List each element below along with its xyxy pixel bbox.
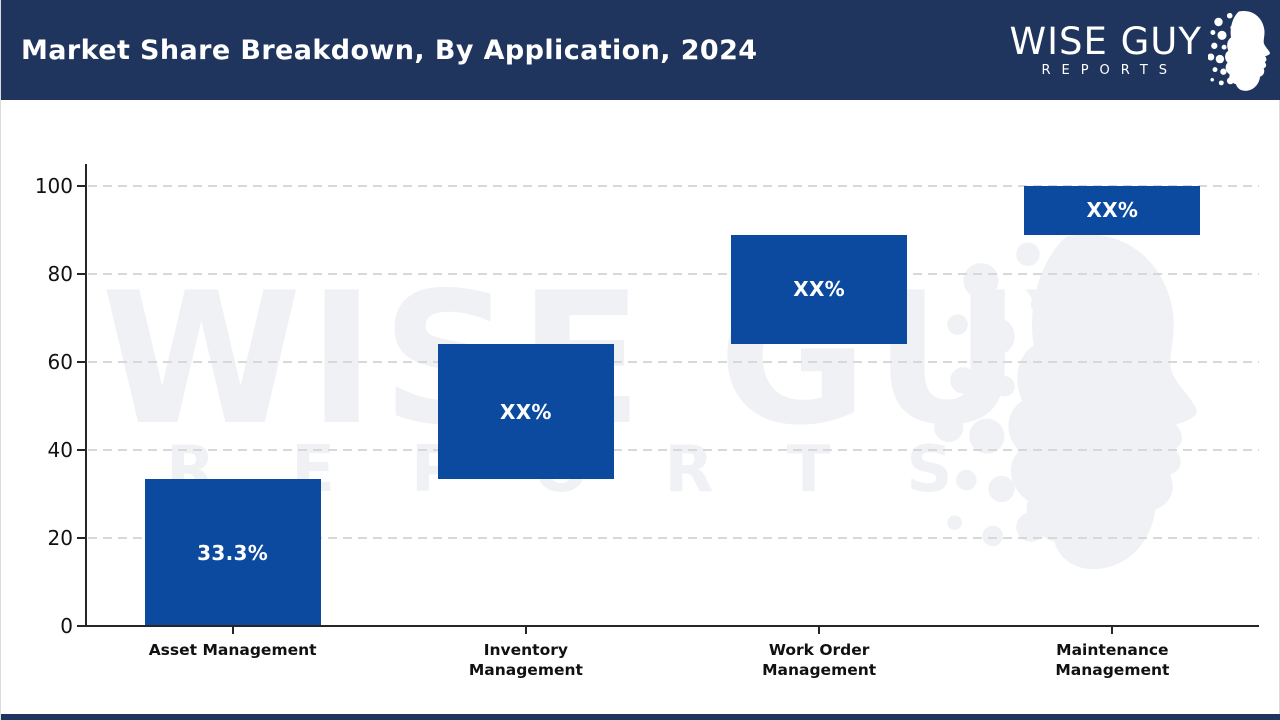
y-tick-100 [77, 185, 85, 187]
category-label-2: Work Order Management [704, 640, 934, 680]
x-tick-2 [818, 627, 821, 634]
category-label-line: Management [468, 661, 583, 679]
y-tick-label-0: 0 [60, 614, 73, 638]
bar-value-label: 33.3% [197, 540, 269, 565]
x-tick-0 [231, 627, 234, 634]
y-tick-40 [77, 449, 85, 451]
y-axis-line [85, 164, 87, 627]
bar-inventory-management: XX% [437, 343, 614, 480]
watermark-head-icon [869, 222, 1269, 574]
y-tick-label-80: 80 [47, 262, 73, 286]
gridline-20 [88, 537, 1259, 539]
gridline-60 [88, 361, 1259, 363]
x-tick-3 [1111, 627, 1114, 634]
x-axis-line [85, 625, 1259, 627]
bar-asset-management: 33.3% [144, 479, 321, 626]
brand-logo: WISE GUY REPORTS [1010, 7, 1271, 93]
category-label-line: Asset Management [148, 641, 317, 659]
gridline-80 [88, 273, 1259, 275]
gridline-100 [88, 185, 1259, 187]
brand-head-icon [1208, 8, 1271, 92]
y-tick-20 [77, 537, 85, 539]
category-label-line: Management [762, 661, 877, 679]
bar-value-label: XX% [499, 399, 552, 424]
bar-value-label: XX% [1086, 198, 1139, 223]
bar-work-order-management: XX% [731, 234, 908, 344]
y-tick-label-60: 60 [47, 350, 73, 374]
y-tick-label-40: 40 [47, 438, 73, 462]
brand-subname: REPORTS [1041, 63, 1179, 78]
category-label-3: Maintenance Management [997, 640, 1227, 680]
category-label-line: Inventory [483, 641, 568, 659]
category-label-line: Work Order [768, 641, 870, 659]
y-tick-label-20: 20 [47, 526, 73, 550]
gridline-40 [88, 449, 1259, 451]
footer-bar [1, 714, 1280, 720]
bar-value-label: XX% [793, 277, 846, 302]
y-tick-label-100: 100 [34, 174, 73, 198]
y-tick-0 [77, 625, 85, 627]
brand-name: WISE GUY [1009, 20, 1202, 63]
category-label-0: Asset Management [118, 640, 348, 660]
category-label-line: Maintenance [1056, 641, 1169, 659]
category-label-line: Management [1055, 661, 1170, 679]
brand-logo-text: WISE GUY REPORTS [1010, 23, 1202, 77]
y-tick-80 [77, 273, 85, 275]
category-label-1: Inventory Management [411, 640, 641, 680]
bar-maintenance-management: XX% [1024, 186, 1201, 235]
x-tick-1 [524, 627, 527, 634]
page-title: Market Share Breakdown, By Application, … [21, 34, 758, 66]
header-bar: Market Share Breakdown, By Application, … [1, 0, 1280, 100]
y-tick-60 [77, 361, 85, 363]
